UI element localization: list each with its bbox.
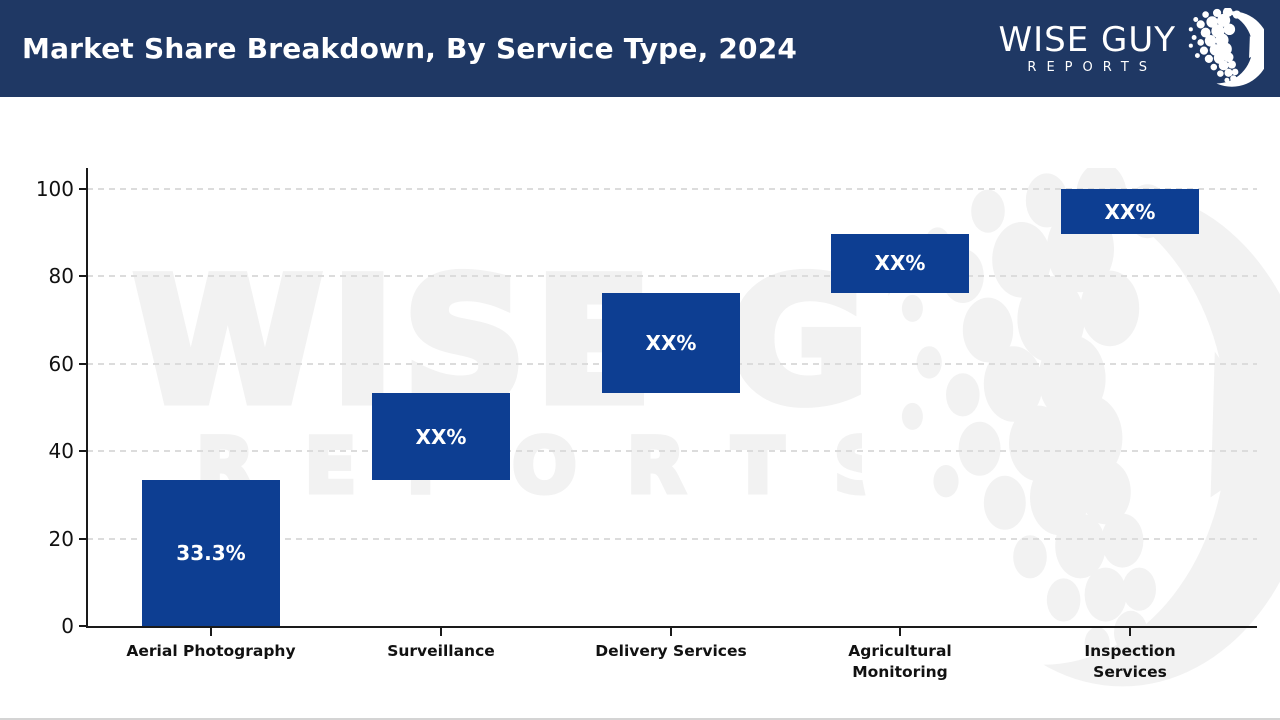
head-profile-logo-icon: [1180, 7, 1264, 87]
watermark-head-profile-icon: [862, 168, 1280, 687]
y-tick-label-40: 40: [48, 439, 74, 464]
bar-delivery-services: XX%: [602, 292, 740, 394]
bar-aerial-photography: 33.3%: [142, 480, 280, 626]
page-title: Market Share Breakdown, By Service Type,…: [22, 32, 798, 65]
y-tick-label-100: 100: [35, 177, 74, 201]
brand-name: WISE GUY: [998, 20, 1176, 60]
x-category-label-inspection-services: Inspection Services: [1084, 642, 1176, 681]
x-tick-mark-delivery-services: [670, 628, 672, 636]
gridline-100: [87, 188, 1257, 190]
x-category-label-delivery-services: Delivery Services: [595, 642, 747, 660]
y-tick-label-80: 80: [48, 264, 74, 289]
y-tick-label-60: 60: [48, 351, 74, 376]
brand-subname: REPORTS: [1027, 60, 1158, 75]
y-axis-line: [86, 168, 88, 628]
watermark-brand-subname: REPORTS: [193, 421, 939, 510]
gridline-40: [87, 450, 1257, 453]
y-tick-mark-80: [79, 275, 87, 278]
bar-value-label-agricultural-monitoring: XX%: [874, 251, 926, 276]
y-tick-label-20: 20: [48, 526, 74, 551]
x-tick-mark-aerial-photography: [210, 628, 212, 636]
x-axis-line: [86, 626, 1257, 628]
bar-value-label-aerial-photography: 33.3%: [176, 541, 246, 566]
y-tick-mark-100: [79, 188, 87, 190]
brand-logo-text: WISE GUY REPORTS: [998, 23, 1176, 74]
bar-agricultural-monitoring: XX%: [831, 234, 969, 293]
y-tick-label-0: 0: [61, 614, 74, 638]
y-tick-mark-60: [79, 362, 87, 365]
gridline-20: [87, 537, 1257, 540]
bar-surveillance: XX%: [372, 393, 510, 481]
gridline-80: [87, 275, 1257, 278]
brand-logo: WISE GUY REPORTS: [998, 7, 1266, 90]
x-category-label-agricultural-monitoring: Agricultural Monitoring: [848, 642, 952, 681]
x-tick-mark-inspection-services: [1129, 628, 1131, 636]
x-tick-mark-surveillance: [440, 628, 442, 636]
bar-value-label-surveillance: XX%: [415, 424, 467, 449]
y-tick-mark-0: [79, 625, 87, 627]
y-tick-mark-40: [79, 450, 87, 453]
bottom-edge-divider: [0, 718, 1280, 720]
x-category-label-surveillance: Surveillance: [387, 642, 495, 660]
bar-value-label-inspection-services: XX%: [1104, 199, 1156, 224]
header-bar: Market Share Breakdown, By Service Type,…: [0, 0, 1280, 97]
bar-value-label-delivery-services: XX%: [645, 330, 697, 355]
x-category-label-aerial-photography: Aerial Photography: [126, 642, 296, 660]
bar-inspection-services: XX%: [1061, 189, 1199, 234]
y-tick-mark-20: [79, 537, 87, 540]
x-tick-mark-agricultural-monitoring: [899, 628, 901, 636]
